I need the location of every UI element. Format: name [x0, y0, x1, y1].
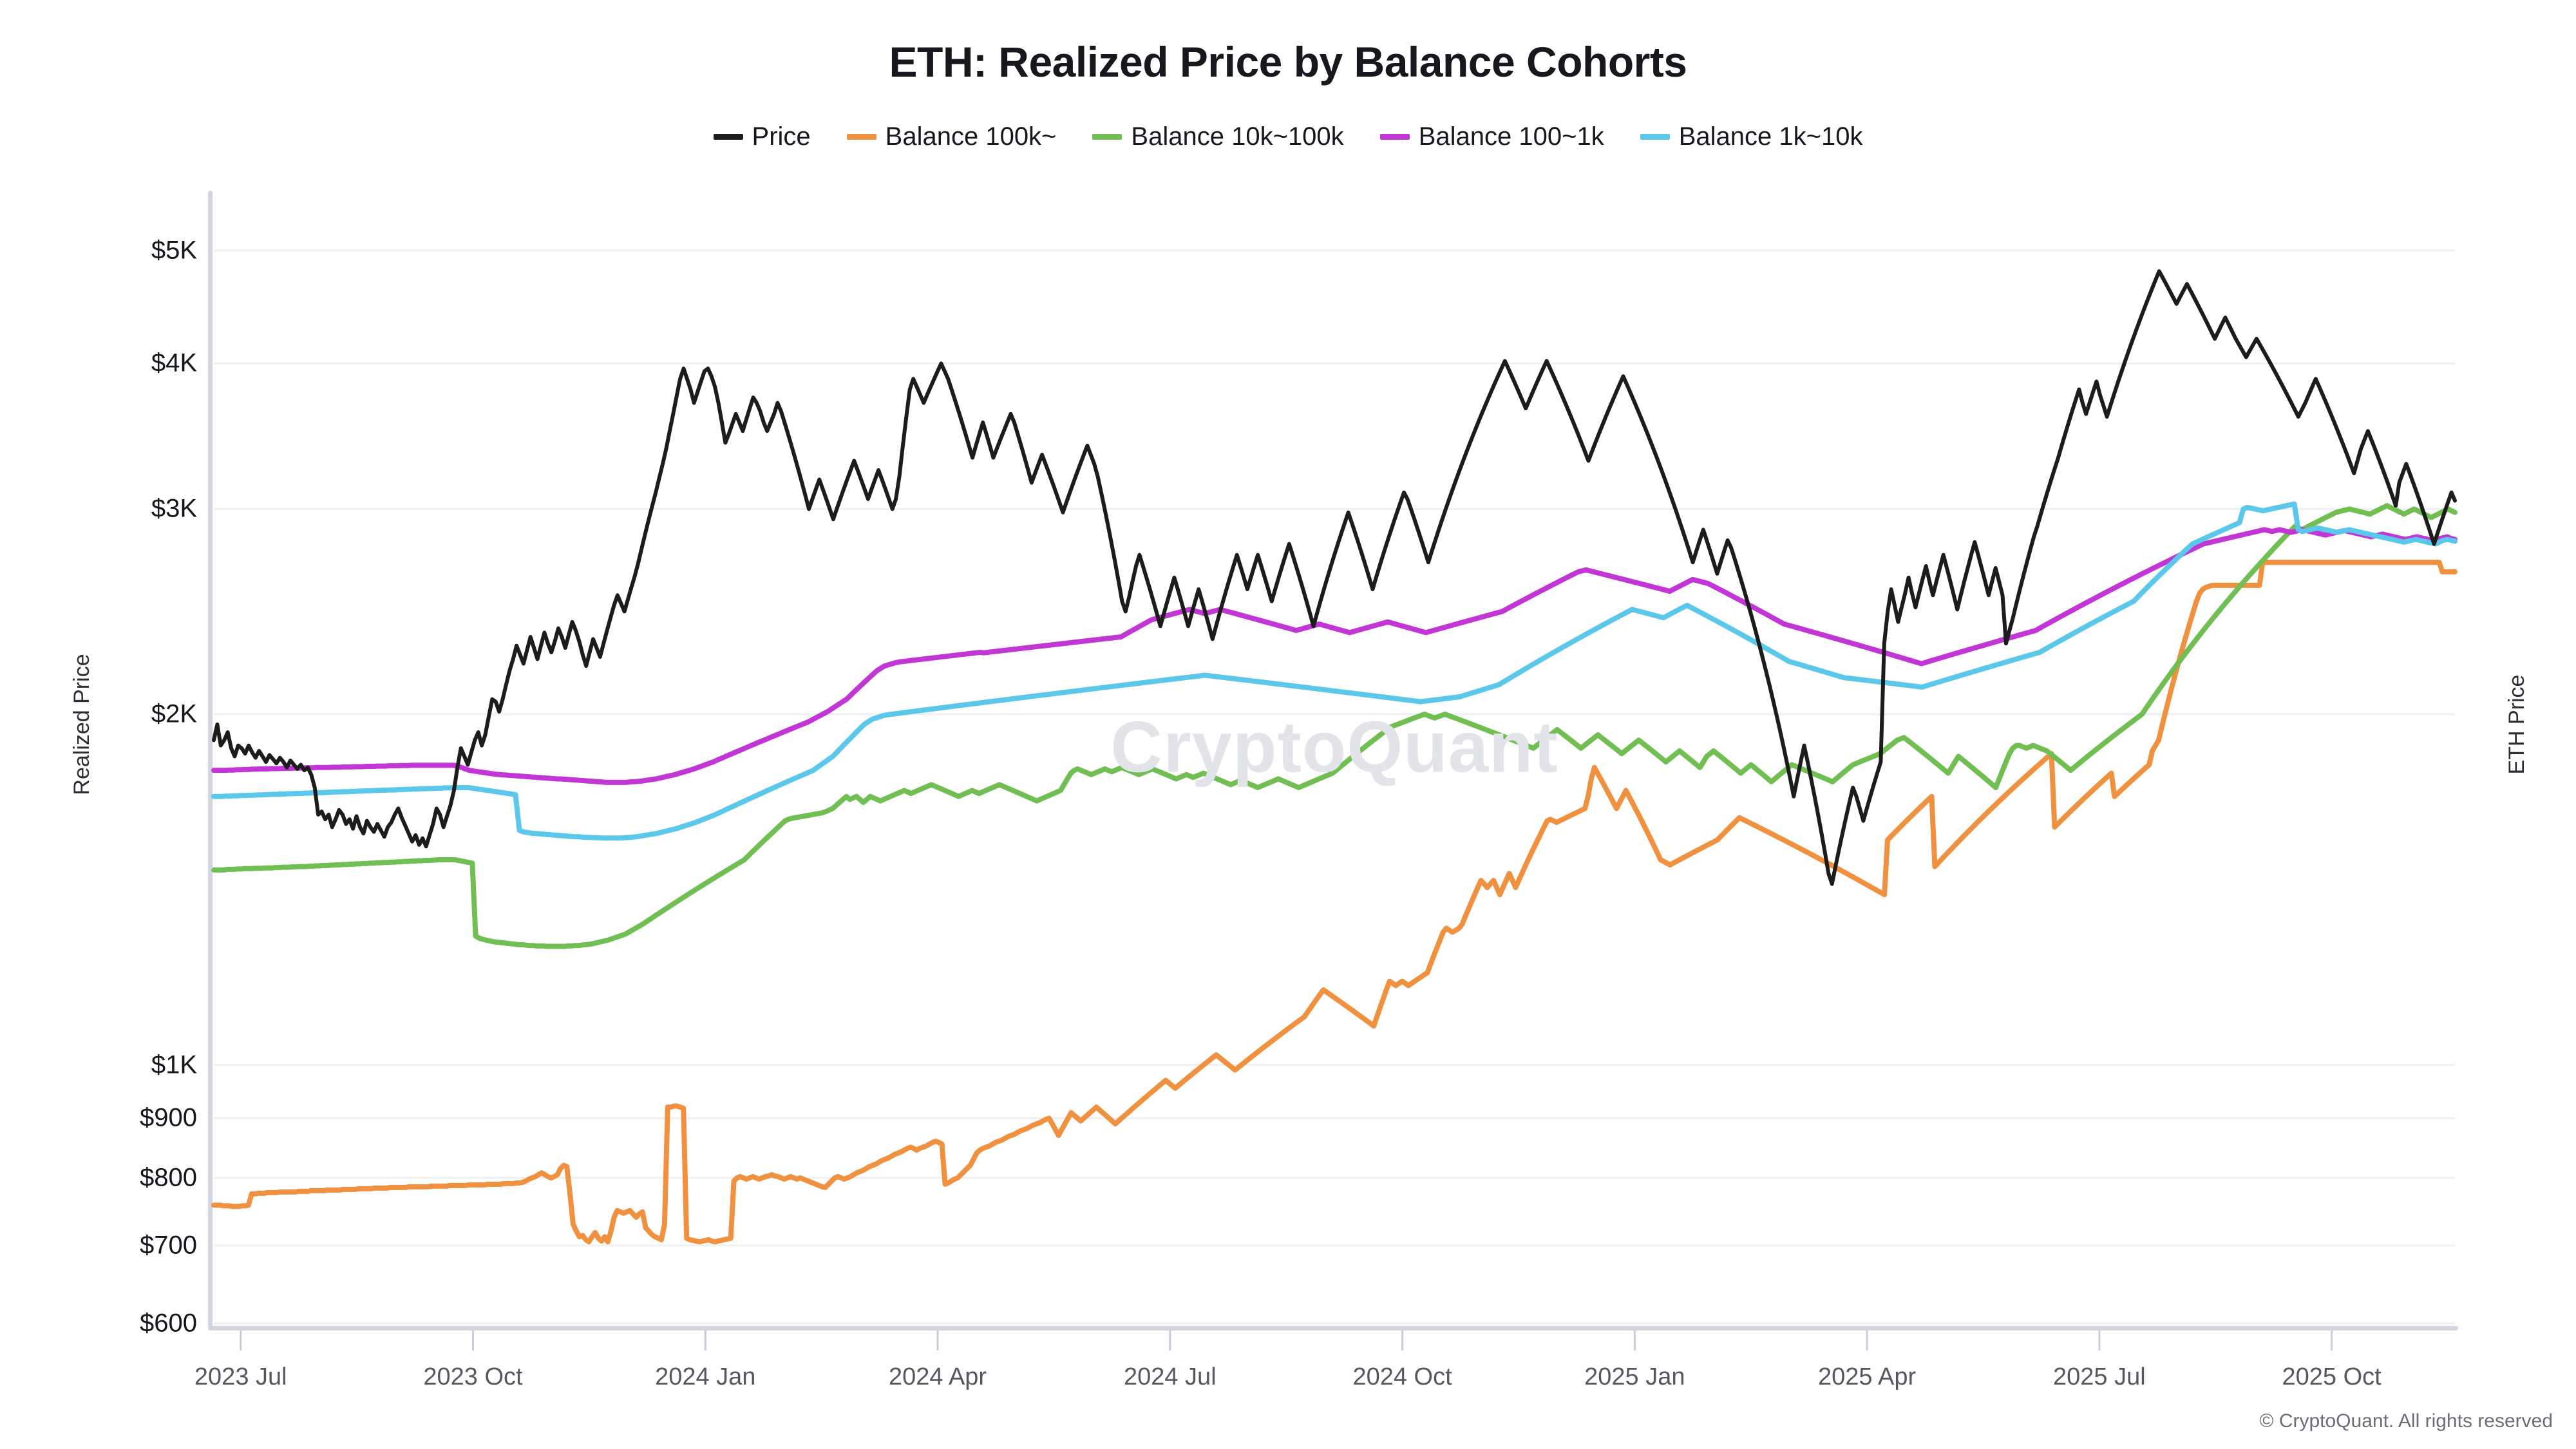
y-tick-label: $700 — [140, 1231, 197, 1260]
y-tick-label: $5K — [151, 236, 197, 265]
y-tick-label: $800 — [140, 1163, 197, 1192]
legend-swatch-icon — [713, 134, 743, 140]
legend-swatch-icon — [1379, 134, 1410, 140]
x-tick-label: 2024 Jul — [1123, 1363, 1217, 1390]
legend-label: Balance 10k~100k — [1131, 122, 1344, 151]
y-tick-label: $600 — [140, 1309, 197, 1338]
legend-item-4[interactable]: Balance 1k~10k — [1640, 122, 1863, 151]
y-tick-label: $900 — [140, 1103, 197, 1132]
series-line-balance-100k — [211, 560, 2458, 1245]
footer-copyright: © CryptoQuant. All rights reserved — [2259, 1410, 2553, 1432]
y-tick-label: $4K — [151, 348, 197, 377]
x-tick-label: 2024 Oct — [1352, 1363, 1452, 1390]
legend-item-1[interactable]: Balance 100k~ — [846, 122, 1057, 151]
page-title: ETH: Realized Price by Balance Cohorts — [889, 38, 1687, 86]
legend-swatch-icon — [1640, 134, 1670, 140]
y-tick-label: $2K — [151, 699, 197, 728]
x-tick-label: 2023 Jul — [194, 1363, 287, 1390]
legend-item-2[interactable]: Balance 10k~100k — [1092, 122, 1344, 151]
chart-legend: Price Balance 100k~ Balance 10k~100k Balanc… — [0, 122, 2576, 151]
legend-label: Balance 100k~ — [885, 122, 1057, 151]
x-tick-label: 2024 Jan — [655, 1363, 756, 1390]
x-tick-label: 2025 Jul — [2052, 1363, 2146, 1390]
legend-swatch-icon — [1092, 134, 1122, 140]
legend-label: Balance 1k~10k — [1678, 122, 1863, 151]
legend-item-0[interactable]: Price — [713, 122, 811, 151]
y-tick-label: $3K — [151, 494, 197, 523]
x-tick-label: 2025 Apr — [1818, 1363, 1917, 1390]
series-line-balance-100-1k — [211, 527, 2458, 785]
legend-label: Balance 100~1k — [1418, 122, 1604, 151]
series-line-price — [212, 269, 2457, 886]
x-axis-line — [208, 1326, 2458, 1331]
legend-swatch-icon — [846, 134, 876, 140]
series-line-balance-10k-100k — [211, 503, 2458, 949]
x-tick-label: 2025 Oct — [2282, 1363, 2382, 1390]
series-line-balance-1k-10k — [211, 501, 2458, 841]
y-axis-line — [208, 191, 213, 1327]
legend-label: Price — [752, 122, 811, 151]
legend-item-3[interactable]: Balance 100~1k — [1379, 122, 1604, 151]
x-tick-label: 2025 Jan — [1584, 1363, 1685, 1390]
x-tick-label: 2023 Oct — [423, 1363, 523, 1390]
x-tick-label: 2024 Apr — [888, 1363, 987, 1390]
watermark: CryptoQuant — [1110, 706, 1558, 788]
y-tick-label: $1K — [151, 1050, 197, 1079]
